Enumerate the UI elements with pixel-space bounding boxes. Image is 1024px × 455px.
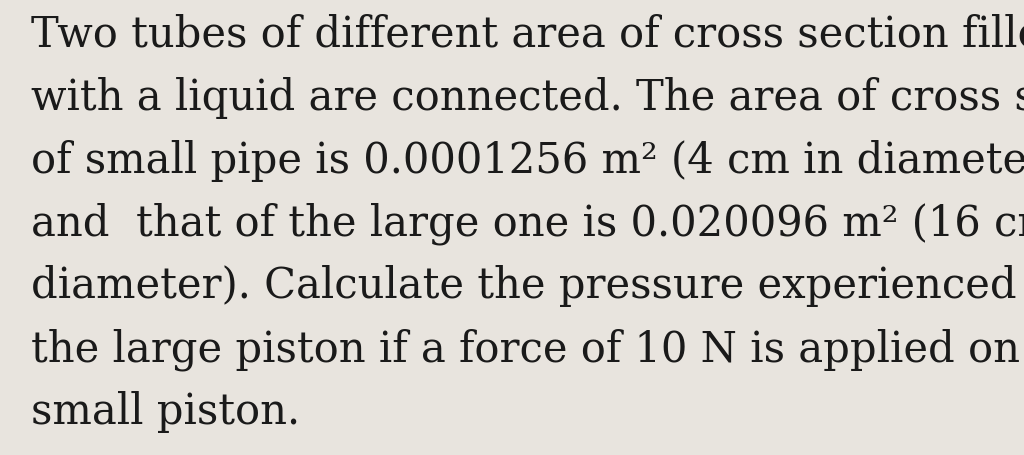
Text: small piston.: small piston. (31, 390, 300, 432)
Text: of small pipe is 0.0001256 m² (4 cm in diameter): of small pipe is 0.0001256 m² (4 cm in d… (31, 139, 1024, 181)
Text: with a liquid are connected. The area of cross section: with a liquid are connected. The area of… (31, 76, 1024, 118)
Text: and  that of the large one is 0.020096 m² (16 cm in: and that of the large one is 0.020096 m²… (31, 202, 1024, 244)
Text: the large piston if a force of 10 N is applied on the: the large piston if a force of 10 N is a… (31, 328, 1024, 370)
Text: diameter). Calculate the pressure experienced on: diameter). Calculate the pressure experi… (31, 265, 1024, 307)
Text: Two tubes of different area of cross section filled: Two tubes of different area of cross sec… (31, 14, 1024, 56)
